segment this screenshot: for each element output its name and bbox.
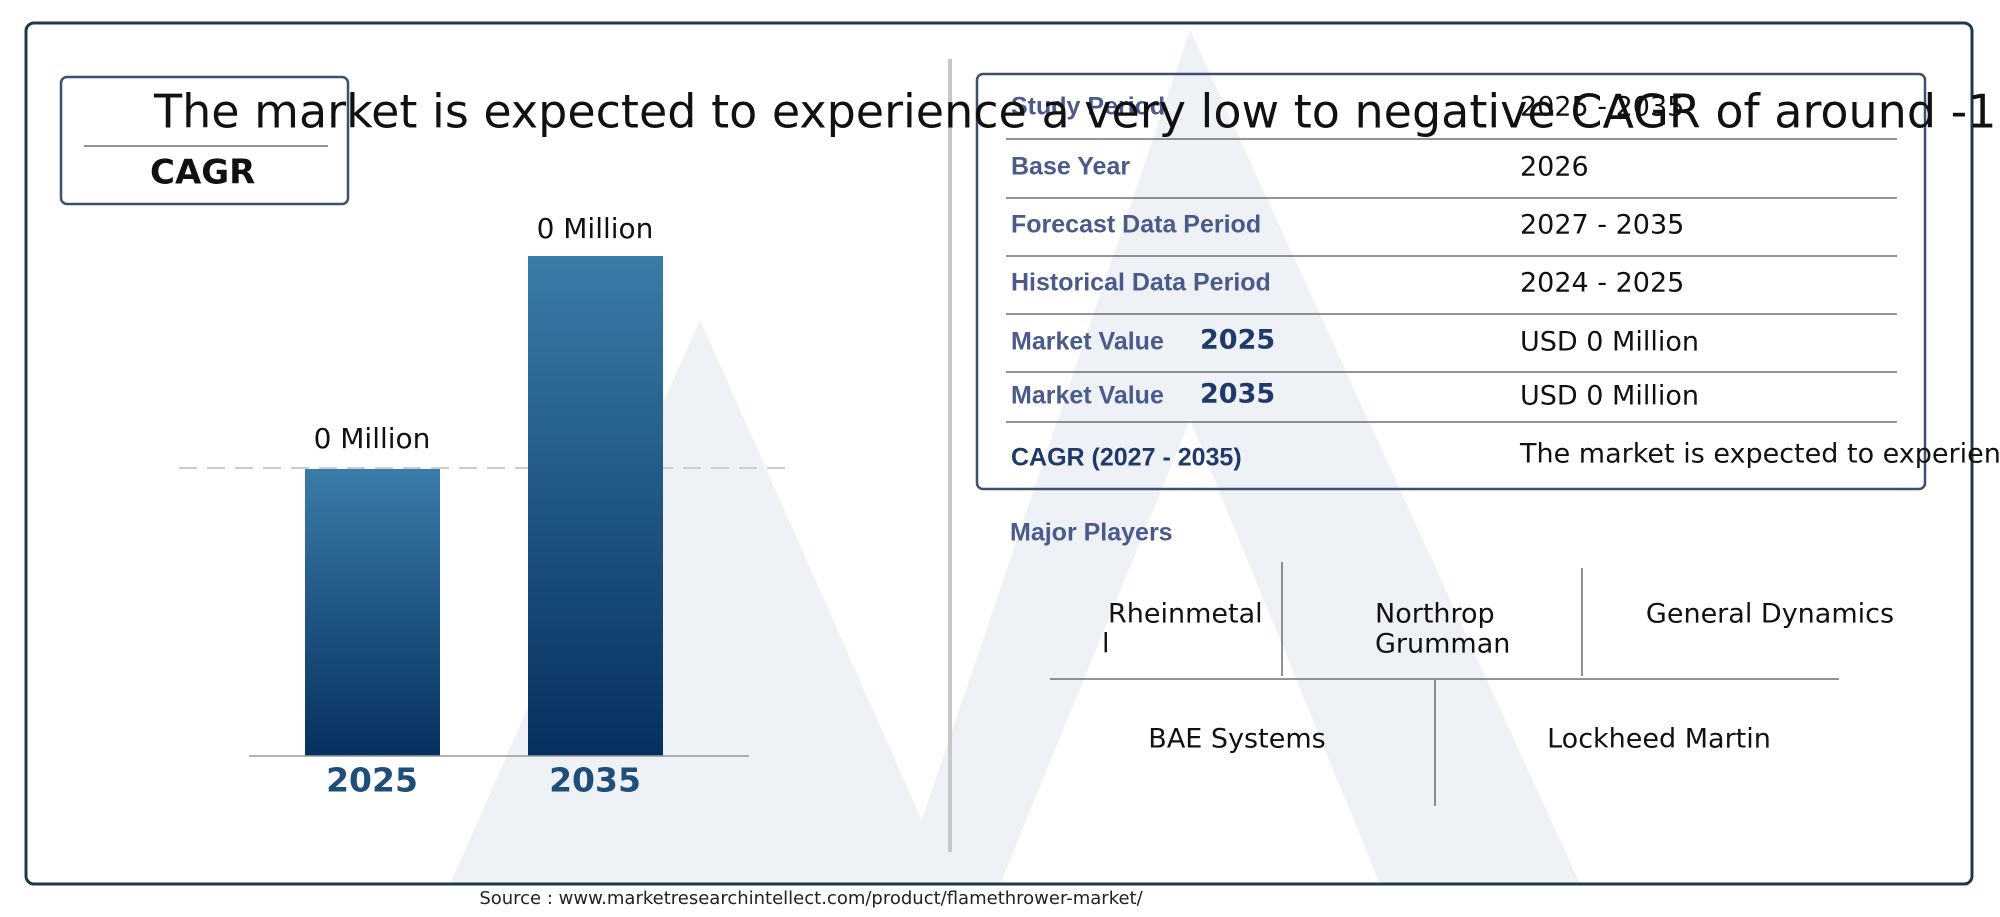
table: Study Period 2025 - 2035 Base Year 2026 Fore… — [1006, 92, 2000, 472]
cagr-box — [59, 75, 350, 206]
source: Source : www.marketresearchintellect.com… — [479, 888, 1143, 909]
bar-label: 0 Million — [314, 422, 431, 455]
row-label: CAGR (2027 - 2035) — [1011, 444, 1242, 472]
outer-frame — [24, 21, 1974, 886]
row-value: The market is expected to experience a v… — [1519, 439, 2000, 470]
table-box — [975, 72, 1927, 491]
player-name: Lockheed Martin — [1547, 724, 1771, 755]
player-grid — [1050, 562, 1839, 806]
player-name: l — [1102, 629, 1110, 660]
row-value: 2026 — [1520, 152, 1589, 183]
row-label: Market Value — [1011, 328, 1164, 356]
cagr-label: CAGR — [150, 153, 255, 193]
row-value: 2024 - 2025 — [1520, 268, 1684, 299]
cagr-text: The market is expected to experience a v… — [153, 85, 2000, 139]
row-label: Market Value — [1011, 382, 1164, 410]
category-label: 2035 — [549, 761, 641, 800]
row-value: USD 0 Million — [1520, 381, 1699, 412]
row-year: 2025 — [1200, 325, 1275, 356]
row-label: Base Year — [1011, 153, 1130, 181]
player-name: Rheinmetal — [1108, 599, 1263, 630]
row-value: 2027 - 2035 — [1520, 210, 1684, 241]
bar-label: 0 Million — [537, 212, 654, 245]
row-year: 2035 — [1200, 379, 1275, 410]
bar — [305, 469, 440, 756]
player-name: BAE Systems — [1148, 724, 1325, 755]
row-label: Study Period — [1011, 93, 1165, 121]
row-label: Historical Data Period — [1011, 269, 1271, 297]
player-name: Grumman — [1375, 629, 1510, 660]
players-title: Major Players — [1010, 519, 1173, 547]
row-label: Forecast Data Period — [1011, 211, 1261, 239]
player-name: General Dynamics — [1646, 599, 1894, 630]
bar — [528, 256, 663, 756]
row-value: USD 0 Million — [1520, 327, 1699, 358]
player-name: Northrop — [1375, 599, 1495, 630]
category-label: 2025 — [326, 761, 418, 800]
row-value: 2025 - 2035 — [1520, 92, 1684, 123]
